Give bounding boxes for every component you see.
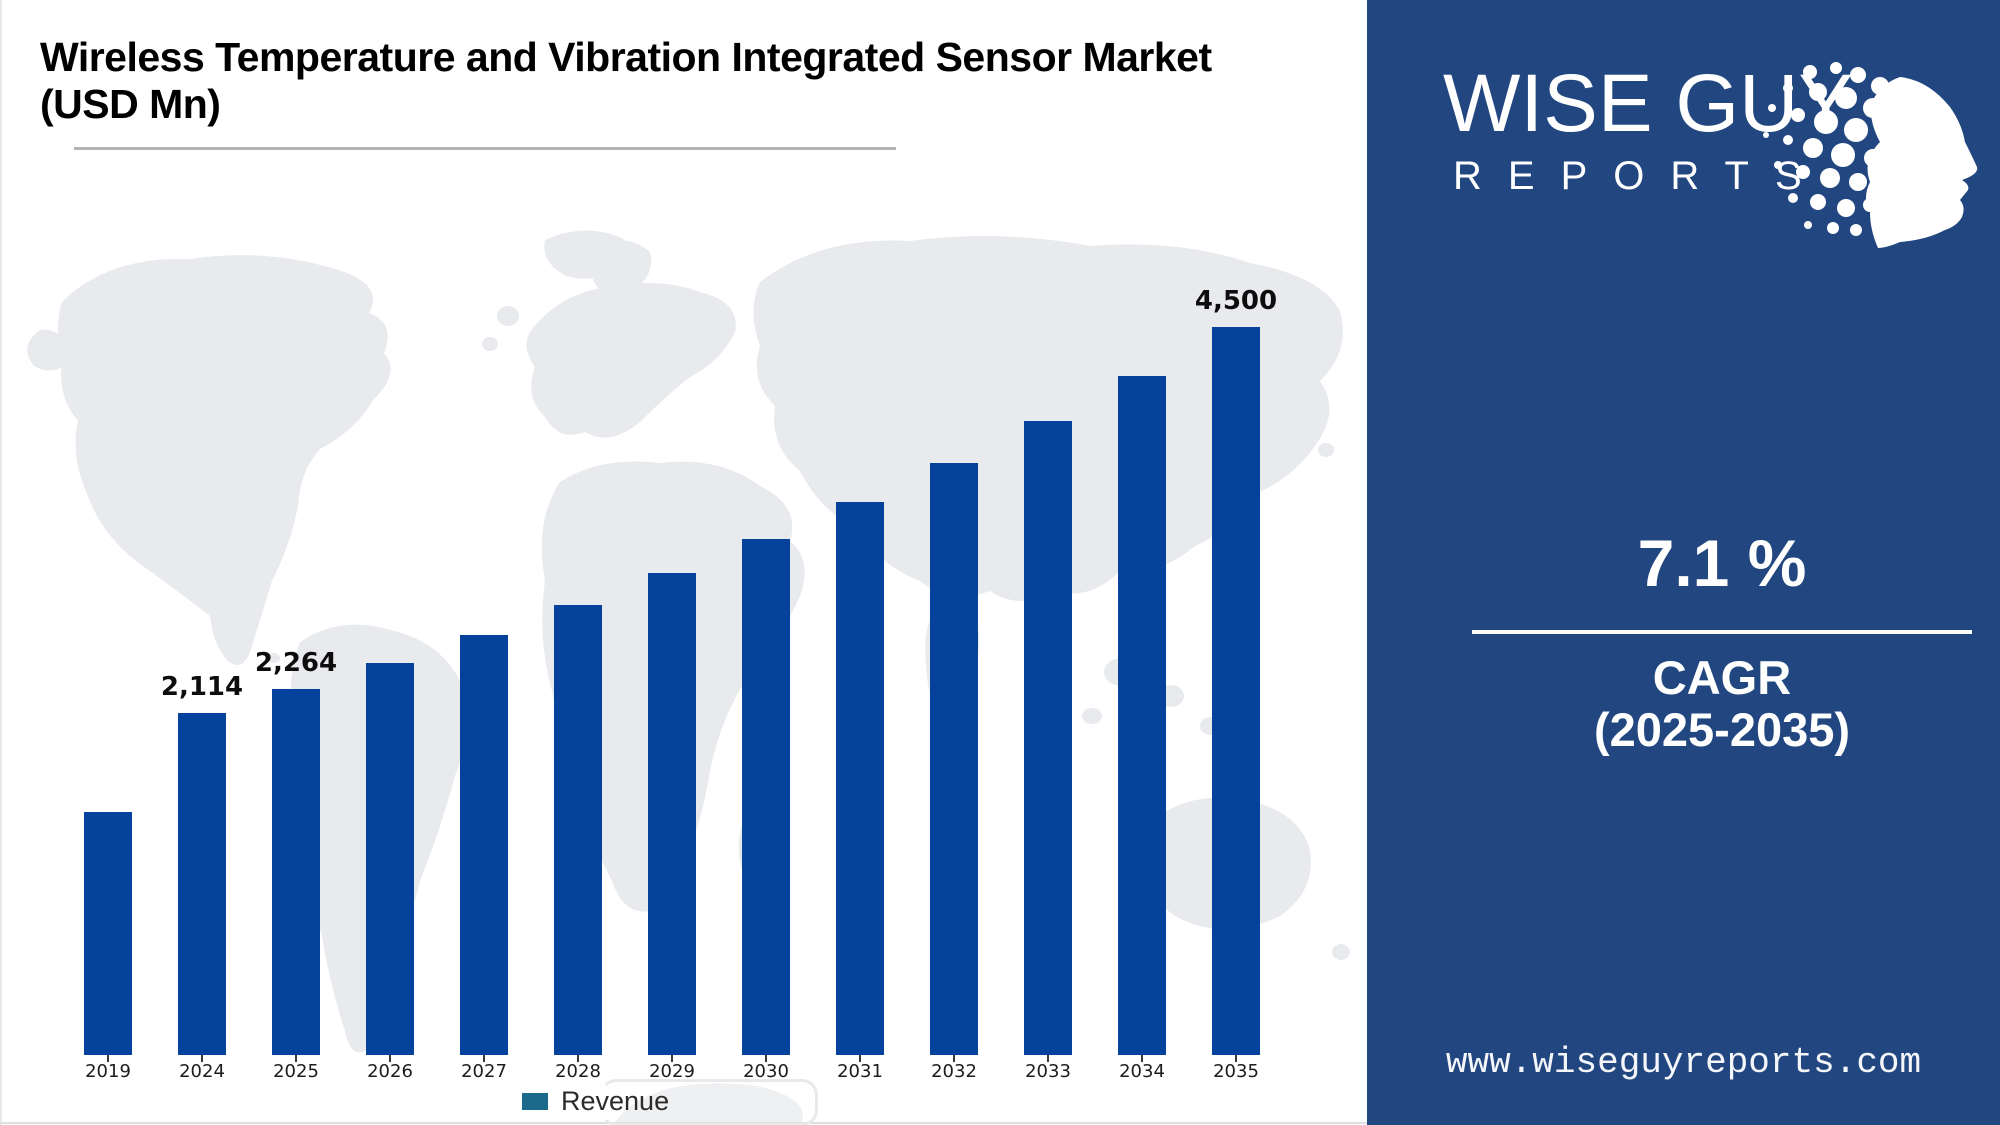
bar-2031	[836, 502, 884, 1055]
x-axis-tick-2024	[201, 1055, 203, 1062]
x-axis-label-2034: 2034	[1119, 1061, 1165, 1082]
title-underline	[74, 147, 896, 150]
x-axis-tick-2034	[1141, 1055, 1143, 1062]
cagr-label: CAGR	[1652, 651, 1792, 704]
x-axis-label-2029: 2029	[649, 1061, 695, 1082]
bar-2027	[460, 635, 508, 1055]
x-axis-label-2030: 2030	[743, 1061, 789, 1082]
x-axis-tick-2025	[295, 1055, 297, 1062]
bar-chart: 2019 2024 2,114 2025 2,264 2026 2027 2028 2029 20…	[84, 286, 1278, 1082]
bar-value-label-2035: 4,500	[1194, 286, 1278, 316]
bar-2030	[742, 539, 790, 1055]
summary-panel: WISE GUY REPORTS 7.1 %	[1367, 0, 2000, 1125]
x-axis-label-2025: 2025	[273, 1061, 319, 1082]
chart-legend: Revenue	[522, 1086, 669, 1117]
logo-subtitle: REPORTS	[1453, 154, 1828, 198]
bar-2035	[1212, 327, 1260, 1055]
x-axis-tick-2032	[953, 1055, 955, 1062]
wise-guy-reports-logo: WISE GUY REPORTS	[1443, 62, 1988, 257]
x-axis-tick-2028	[577, 1055, 579, 1062]
page-title: Wireless Temperature and Vibration Integ…	[40, 34, 1500, 128]
map-antarctica-outline	[600, 1079, 818, 1125]
cagr-period: (2025-2035)	[1593, 703, 1851, 756]
chart-region: 2019 2024 2,114 2025 2,264 2026 2027 2028 2029 20…	[0, 0, 1367, 1125]
page-title-line2: (USD Mn)	[40, 81, 221, 127]
x-axis-label-2033: 2033	[1025, 1061, 1071, 1082]
bar-value-label-2025: 2,264	[254, 648, 338, 678]
x-axis-label-2027: 2027	[461, 1061, 507, 1082]
x-axis-tick-2033	[1047, 1055, 1049, 1062]
bar-2024	[178, 713, 226, 1055]
legend-swatch-revenue	[522, 1093, 548, 1110]
x-axis-label-2026: 2026	[367, 1061, 413, 1082]
x-axis-label-2032: 2032	[931, 1061, 977, 1082]
bar-2019	[84, 812, 132, 1055]
x-axis-tick-2029	[671, 1055, 673, 1062]
page-title-line1: Wireless Temperature and Vibration Integ…	[40, 34, 1212, 80]
x-axis-label-2024: 2024	[179, 1061, 225, 1082]
chart-left-border	[0, 0, 2, 1125]
x-axis-tick-2026	[389, 1055, 391, 1062]
bar-2029	[648, 573, 696, 1055]
x-axis-label-2035: 2035	[1213, 1061, 1259, 1082]
x-axis-label-2019: 2019	[85, 1061, 131, 1082]
bar-2025	[272, 689, 320, 1055]
bar-2034	[1118, 376, 1166, 1055]
x-axis-tick-2035	[1235, 1055, 1237, 1062]
cagr-block: 7.1 % CAGR (2025-2035)	[1472, 526, 1972, 756]
bar-2028	[554, 605, 602, 1055]
dotted-head-icon	[1763, 62, 1978, 248]
cagr-value: 7.1 %	[1637, 526, 1807, 600]
x-axis-tick-2031	[859, 1055, 861, 1062]
x-axis-label-2031: 2031	[837, 1061, 883, 1082]
website-url: www.wiseguyreports.com	[1445, 1042, 1922, 1083]
bar-2033	[1024, 421, 1072, 1055]
bar-2026	[366, 663, 414, 1055]
x-axis-tick-2019	[107, 1055, 109, 1062]
x-axis-label-2028: 2028	[555, 1061, 601, 1082]
x-axis-tick-2027	[483, 1055, 485, 1062]
bar-value-label-2024: 2,114	[160, 672, 244, 702]
cagr-separator	[1472, 630, 1972, 634]
x-axis-tick-2030	[765, 1055, 767, 1062]
bar-2032	[930, 463, 978, 1055]
legend-label: Revenue	[561, 1086, 670, 1116]
logo-wordmark: WISE GUY	[1443, 58, 1854, 149]
